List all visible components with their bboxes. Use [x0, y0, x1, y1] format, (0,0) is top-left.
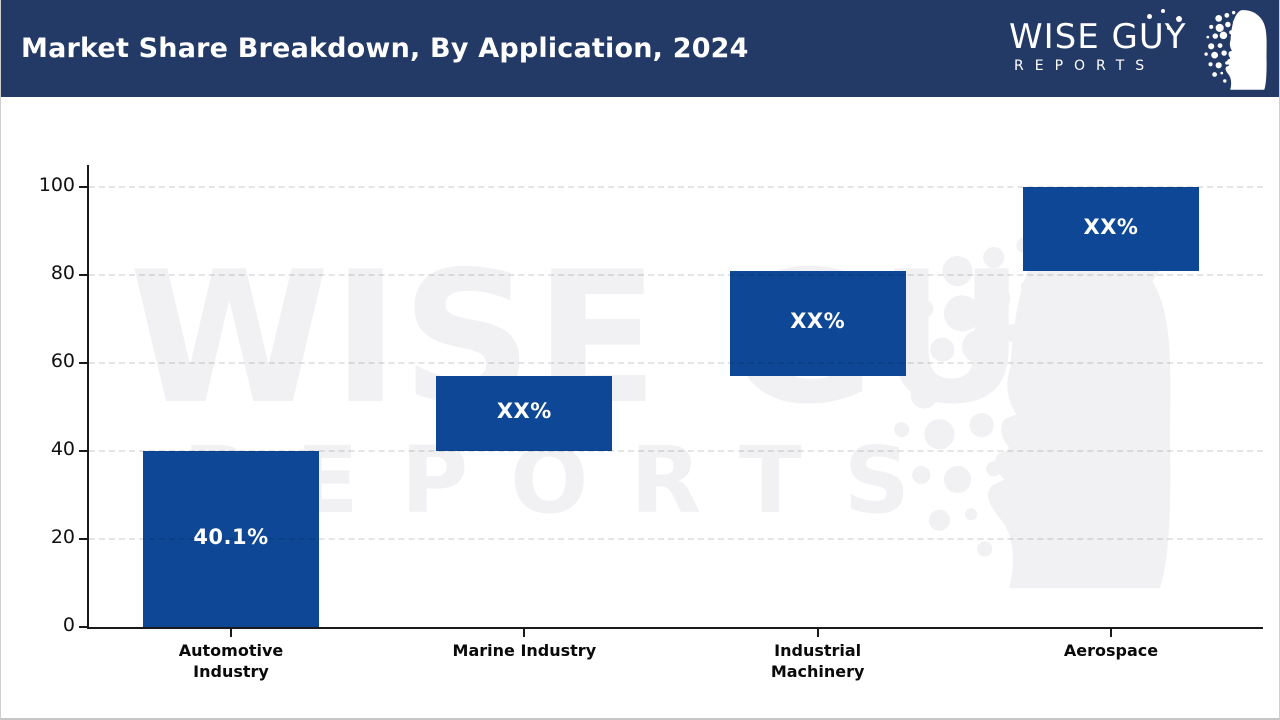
y-tick-label: 60 [50, 350, 75, 372]
y-tick-mark [79, 538, 87, 540]
gridline [89, 274, 1263, 276]
chart-bar [436, 376, 613, 451]
logo-dot [1167, 26, 1171, 30]
y-tick-label: 40 [50, 438, 75, 460]
chart-bar [1022, 187, 1199, 271]
chart-area: WISE GUY REPORTS 0 20 40 60 80 100 40.1% Automo… [1, 97, 1279, 718]
gridline [89, 538, 1263, 540]
bar-value-label: XX% [496, 399, 552, 424]
y-tick-mark [79, 626, 87, 628]
x-category-label: Industrial Machinery [770, 641, 865, 681]
x-category-label: Automotive Industry [178, 641, 284, 681]
chart-bar [143, 450, 319, 627]
gridline [89, 362, 1263, 364]
y-axis-line [87, 165, 89, 629]
bar-value-label: XX% [790, 309, 846, 334]
header-bar: Market Share Breakdown, By Application, … [1, 0, 1279, 97]
y-tick-mark [79, 362, 87, 364]
y-tick-mark [79, 274, 87, 276]
gridline [89, 186, 1263, 188]
y-tick-label: 0 [62, 614, 75, 636]
logo-dot [1176, 16, 1182, 22]
x-tick-mark [230, 629, 232, 637]
watermark-head-icon [879, 225, 1181, 589]
y-tick-label: 80 [50, 262, 75, 284]
logo-text: WISE GUY REPORTS [1009, 17, 1187, 74]
logo-head-icon [1201, 6, 1269, 92]
logo-subtitle: REPORTS [1014, 57, 1156, 74]
logo-dot [1147, 14, 1152, 19]
gridline [89, 450, 1263, 452]
x-tick-mark [816, 629, 819, 637]
x-tick-mark [523, 629, 526, 637]
chart-title: Market Share Breakdown, By Application, … [21, 33, 749, 64]
bar-value-label: 40.1% [193, 524, 269, 549]
x-tick-mark [1109, 629, 1112, 637]
logo-dot [1161, 9, 1165, 13]
bar-value-label: XX% [1083, 214, 1139, 239]
chart-bar [729, 270, 906, 377]
y-tick-mark [79, 450, 87, 452]
wiseguy-logo: WISE GUY REPORTS [971, 4, 1271, 94]
y-tick-label: 20 [50, 526, 75, 548]
y-tick-label: 100 [38, 174, 75, 196]
y-tick-mark [79, 186, 87, 188]
x-category-label: Marine Industry [452, 641, 597, 660]
x-category-label: Aerospace [1063, 641, 1159, 660]
logo-wordmark: WISE GUY [1009, 17, 1187, 57]
x-axis-line [87, 627, 1263, 629]
